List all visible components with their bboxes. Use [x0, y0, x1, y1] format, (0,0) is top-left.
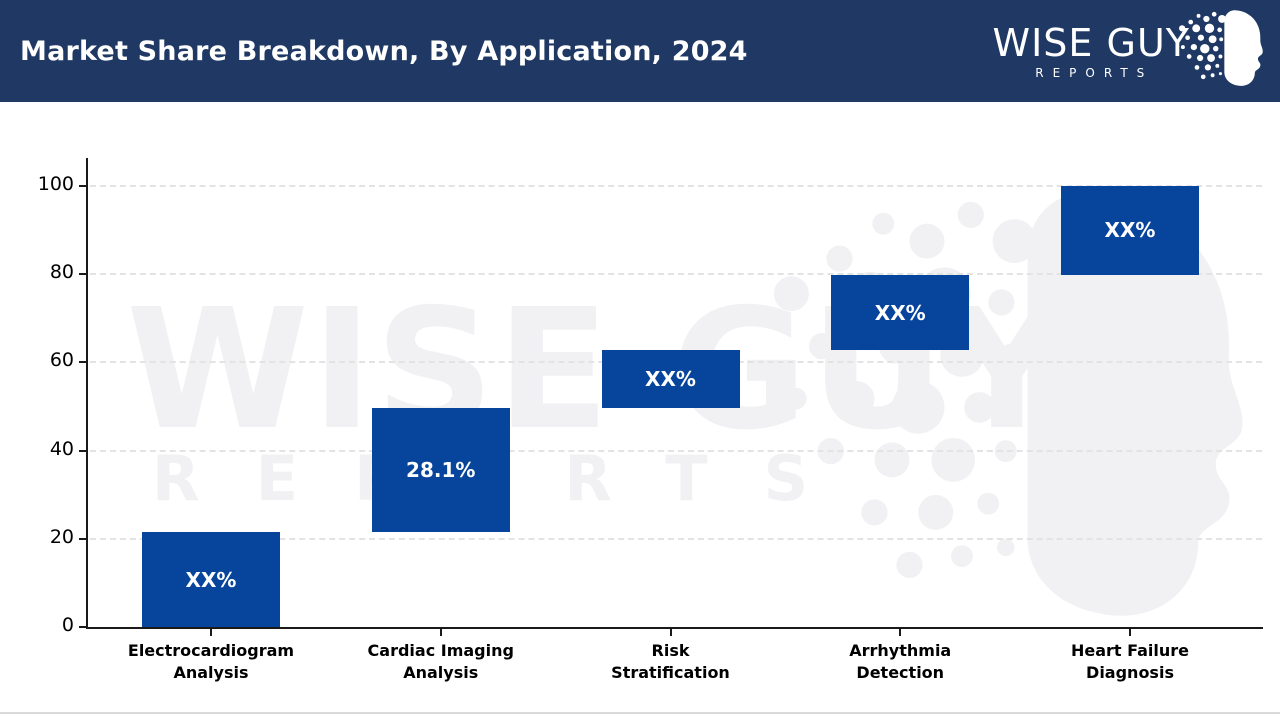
y-tick-label-40: 40	[49, 437, 74, 460]
x-tick-0	[210, 629, 212, 636]
category-label-line: Stratification	[611, 662, 730, 682]
y-tick-label-20: 20	[49, 525, 74, 548]
category-label-line: Arrhythmia	[849, 641, 952, 660]
y-tick-40	[79, 449, 86, 452]
logo-subtext: REPORTS	[1035, 65, 1154, 80]
waterfall-bar-1: 28.1%	[371, 408, 510, 533]
bar-value-label: 28.1%	[406, 458, 476, 483]
chart-title: Market Share Breakdown, By Application, …	[20, 35, 748, 67]
y-tick-20	[79, 537, 86, 540]
watermark-face-icon	[773, 192, 1243, 616]
waterfall-bar-0: XX%	[142, 532, 280, 627]
logo-wordmark: WISE GUY	[992, 20, 1190, 65]
waterfall-bar-3: XX%	[831, 274, 970, 351]
x-tick-2	[669, 629, 672, 636]
category-label-3: Arrhythmia Detection	[780, 640, 1020, 683]
category-label-2: Risk Stratification	[551, 640, 791, 683]
y-tick-0	[79, 626, 86, 628]
x-tick-3	[899, 629, 902, 636]
y-axis-line	[86, 158, 88, 629]
logo-face-icon	[1179, 10, 1263, 86]
category-label-line: Cardiac Imaging	[367, 641, 514, 660]
y-tick-label-0: 0	[61, 614, 74, 636]
gridline-40	[90, 449, 1262, 452]
bar-value-label: XX%	[645, 367, 696, 392]
category-label-4: Heart Failure Diagnosis	[1010, 640, 1250, 683]
category-label-line: Heart Failure	[1070, 641, 1190, 660]
category-label-line: Diagnosis	[1086, 662, 1174, 682]
waterfall-bar-4: XX%	[1061, 186, 1199, 275]
category-label-line: Analysis	[173, 662, 249, 682]
footer-divider	[0, 712, 1280, 714]
category-label-line: Analysis	[403, 662, 479, 682]
y-tick-label-60: 60	[49, 349, 74, 372]
waterfall-bar-2: XX%	[601, 350, 740, 409]
category-label-line: Risk	[651, 641, 690, 660]
gridline-100	[90, 185, 1262, 187]
logo-wordmark-block: WISE GUY REPORTS	[993, 24, 1190, 79]
category-label-line: Electrocardiogram	[127, 641, 295, 660]
category-label-line: Detection	[856, 662, 945, 682]
gridline-80	[90, 273, 1262, 276]
y-tick-60	[79, 361, 86, 364]
x-tick-4	[1129, 629, 1131, 636]
gridline-20	[90, 537, 1262, 540]
bar-value-label: XX%	[185, 567, 237, 592]
y-tick-80	[79, 273, 86, 276]
y-tick-100	[79, 185, 86, 187]
x-axis-line	[86, 627, 1263, 629]
y-tick-label-100: 100	[37, 173, 74, 195]
wiseguy-logo: WISE GUY REPORTS	[993, 8, 1280, 94]
header-bar: Market Share Breakdown, By Application, …	[0, 0, 1280, 102]
category-label-0: Electrocardiogram Analysis	[91, 640, 331, 683]
x-tick-1	[439, 629, 442, 636]
category-label-1: Cardiac Imaging Analysis	[321, 640, 561, 683]
y-tick-label-80: 80	[49, 261, 74, 284]
bar-value-label: XX%	[1104, 218, 1156, 243]
bar-value-label: XX%	[874, 300, 926, 325]
